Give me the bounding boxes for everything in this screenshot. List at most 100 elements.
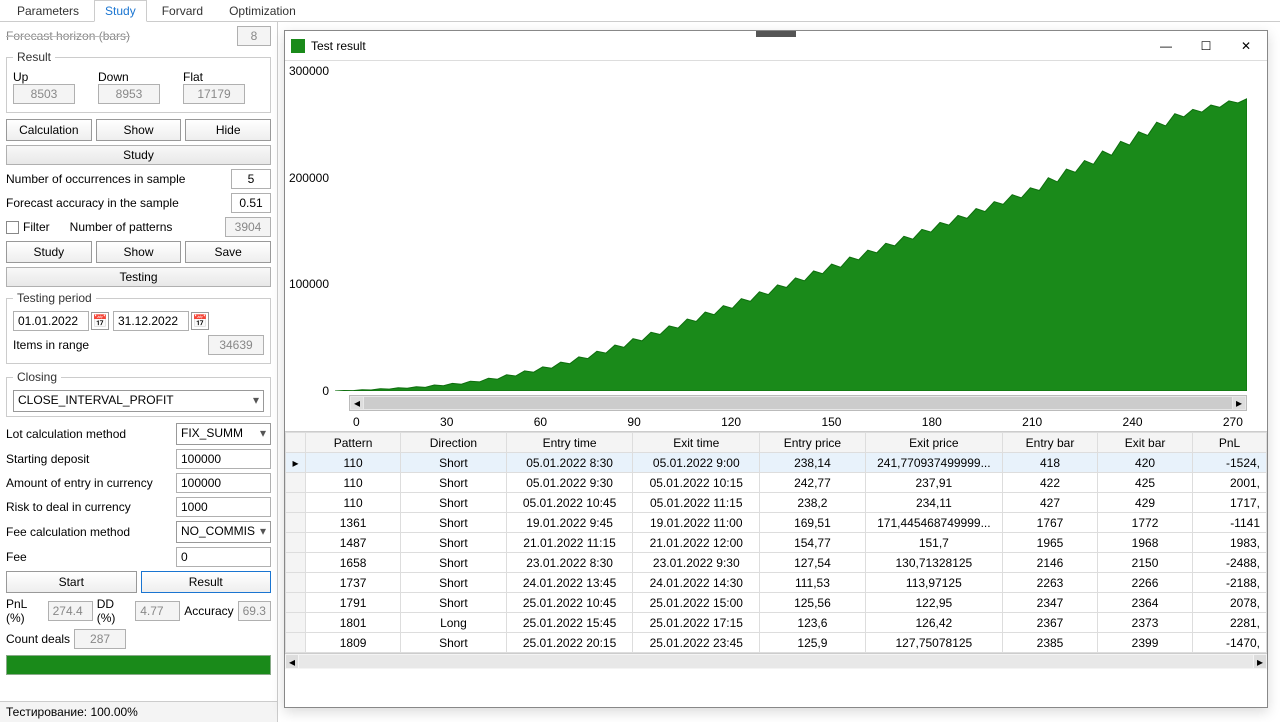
forecast-horizon-value: 8	[237, 26, 271, 46]
fee-input[interactable]: 0	[176, 547, 271, 567]
down-value: 8953	[98, 84, 160, 104]
amount-entry-label: Amount of entry in currency	[6, 476, 176, 490]
date-from-input[interactable]: 01.01.2022	[13, 311, 89, 331]
chevron-left-icon[interactable]: ◂	[286, 655, 298, 668]
progress-bar	[6, 655, 271, 675]
pnl-pct-label: PnL (%)	[6, 597, 44, 625]
accuracy-value: 69.3	[238, 601, 271, 621]
lot-method-label: Lot calculation method	[6, 427, 176, 441]
column-header[interactable]: Entry time	[506, 433, 633, 453]
resize-handle-icon[interactable]	[756, 31, 796, 37]
study-header: Study	[6, 145, 271, 165]
dd-pct-label: DD (%)	[97, 597, 131, 625]
result-button[interactable]: Result	[141, 571, 272, 593]
column-header[interactable]: Entry price	[760, 433, 866, 453]
fee-method-combo[interactable]: NO_COMMIS	[176, 521, 271, 543]
closing-legend: Closing	[13, 370, 61, 384]
tab-forward[interactable]: Forvard	[151, 0, 214, 21]
column-header[interactable]: Exit price	[865, 433, 1002, 453]
save-button[interactable]: Save	[185, 241, 271, 263]
column-header[interactable]: Exit bar	[1098, 433, 1193, 453]
result-legend: Result	[13, 50, 55, 64]
tab-optimization[interactable]: Optimization	[218, 0, 307, 21]
up-label: Up	[13, 70, 94, 84]
testing-period-legend: Testing period	[13, 291, 96, 305]
window-title: Test result	[311, 39, 366, 53]
table-row[interactable]: 110Short05.01.2022 9:3005.01.2022 10:152…	[286, 473, 1267, 493]
table-row[interactable]: 110Short05.01.2022 10:4505.01.2022 11:15…	[286, 493, 1267, 513]
show-button[interactable]: Show	[96, 119, 182, 141]
testing-period-fieldset: Testing period 01.01.2022📅 31.12.2022📅 I…	[6, 291, 271, 364]
table-row[interactable]: 1737Short24.01.2022 13:4524.01.2022 14:3…	[286, 573, 1267, 593]
risk-deal-input[interactable]: 1000	[176, 497, 271, 517]
results-table: PatternDirectionEntry timeExit timeEntry…	[285, 431, 1267, 707]
starting-deposit-label: Starting deposit	[6, 452, 176, 466]
chevron-right-icon[interactable]: ▸	[1233, 397, 1245, 409]
up-value: 8503	[13, 84, 75, 104]
calendar-icon[interactable]: 📅	[191, 312, 209, 330]
column-header[interactable]: Pattern	[306, 433, 401, 453]
equity-chart: 0100000200000300000 ◂ ▸ 0306090120150180…	[285, 61, 1267, 431]
calendar-icon[interactable]: 📅	[91, 312, 109, 330]
closing-combo[interactable]: CLOSE_INTERVAL_PROFIT	[13, 390, 264, 412]
status-text: Тестирование: 100.00%	[0, 701, 277, 722]
result-fieldset: Result Up8503 Down8953 Flat17179	[6, 50, 271, 113]
table-row[interactable]: 1791Short25.01.2022 10:4525.01.2022 15:0…	[286, 593, 1267, 613]
test-result-window: Test result — ☐ ✕ 0100000200000300000 ◂ …	[284, 30, 1268, 708]
items-in-range-label: Items in range	[13, 338, 204, 352]
maximize-button[interactable]: ☐	[1191, 36, 1221, 56]
tab-parameters[interactable]: Parameters	[6, 0, 90, 21]
lot-method-combo[interactable]: FIX_SUMM	[176, 423, 271, 445]
forecast-horizon-label: Forecast horizon (bars)	[6, 29, 130, 43]
table-row[interactable]: ▸110Short05.01.2022 8:3005.01.2022 9:002…	[286, 453, 1267, 473]
pnl-pct-value: 274.4	[48, 601, 93, 621]
close-button[interactable]: ✕	[1231, 36, 1261, 56]
window-icon	[291, 39, 305, 53]
items-in-range-value: 34639	[208, 335, 264, 355]
table-row[interactable]: 1658Short23.01.2022 8:3023.01.2022 9:301…	[286, 553, 1267, 573]
chart-scrollbar[interactable]: ◂ ▸	[349, 395, 1247, 411]
start-button[interactable]: Start	[6, 571, 137, 593]
table-row[interactable]: 1361Short19.01.2022 9:4519.01.2022 11:00…	[286, 513, 1267, 533]
column-header[interactable]: Direction	[401, 433, 507, 453]
num-occurrences-label: Number of occurrences in sample	[6, 172, 227, 186]
num-patterns-value: 3904	[225, 217, 271, 237]
accuracy-label: Accuracy	[184, 604, 233, 618]
scrollbar-thumb[interactable]	[364, 397, 1232, 409]
table-row[interactable]: 1801Long25.01.2022 15:4525.01.2022 17:15…	[286, 613, 1267, 633]
dd-pct-value: 4.77	[135, 601, 180, 621]
show2-button[interactable]: Show	[96, 241, 182, 263]
tab-study[interactable]: Study	[94, 0, 147, 22]
column-header[interactable]: PnL	[1193, 433, 1267, 453]
num-patterns-label: Number of patterns	[70, 220, 173, 234]
risk-deal-label: Risk to deal in currency	[6, 500, 176, 514]
table-scrollbar[interactable]: ◂ ▸	[285, 653, 1267, 669]
starting-deposit-input[interactable]: 100000	[176, 449, 271, 469]
fee-label: Fee	[6, 550, 176, 564]
num-occurrences-value[interactable]: 5	[231, 169, 271, 189]
chevron-left-icon[interactable]: ◂	[351, 397, 363, 409]
count-deals-value: 287	[74, 629, 126, 649]
down-label: Down	[98, 70, 179, 84]
left-panel: Forecast horizon (bars) 8 Result Up8503 …	[0, 22, 278, 722]
date-to-input[interactable]: 31.12.2022	[113, 311, 189, 331]
table-row[interactable]: 1809Short25.01.2022 20:1525.01.2022 23:4…	[286, 633, 1267, 653]
hide-button[interactable]: Hide	[185, 119, 271, 141]
table-row[interactable]: 1487Short21.01.2022 11:1521.01.2022 12:0…	[286, 533, 1267, 553]
closing-fieldset: Closing CLOSE_INTERVAL_PROFIT	[6, 370, 271, 417]
filter-label: Filter	[23, 220, 50, 234]
main-tabs: Parameters Study Forvard Optimization	[0, 0, 1280, 22]
flat-value: 17179	[183, 84, 245, 104]
column-header[interactable]: Exit time	[633, 433, 760, 453]
forecast-accuracy-value[interactable]: 0.51	[231, 193, 271, 213]
calculation-button[interactable]: Calculation	[6, 119, 92, 141]
flat-label: Flat	[183, 70, 264, 84]
fee-method-label: Fee calculation method	[6, 525, 176, 539]
amount-entry-input[interactable]: 100000	[176, 473, 271, 493]
count-deals-label: Count deals	[6, 632, 70, 646]
minimize-button[interactable]: —	[1151, 36, 1181, 56]
study-button[interactable]: Study	[6, 241, 92, 263]
filter-checkbox[interactable]	[6, 221, 19, 234]
column-header[interactable]: Entry bar	[1002, 433, 1097, 453]
chevron-right-icon[interactable]: ▸	[1254, 655, 1266, 668]
